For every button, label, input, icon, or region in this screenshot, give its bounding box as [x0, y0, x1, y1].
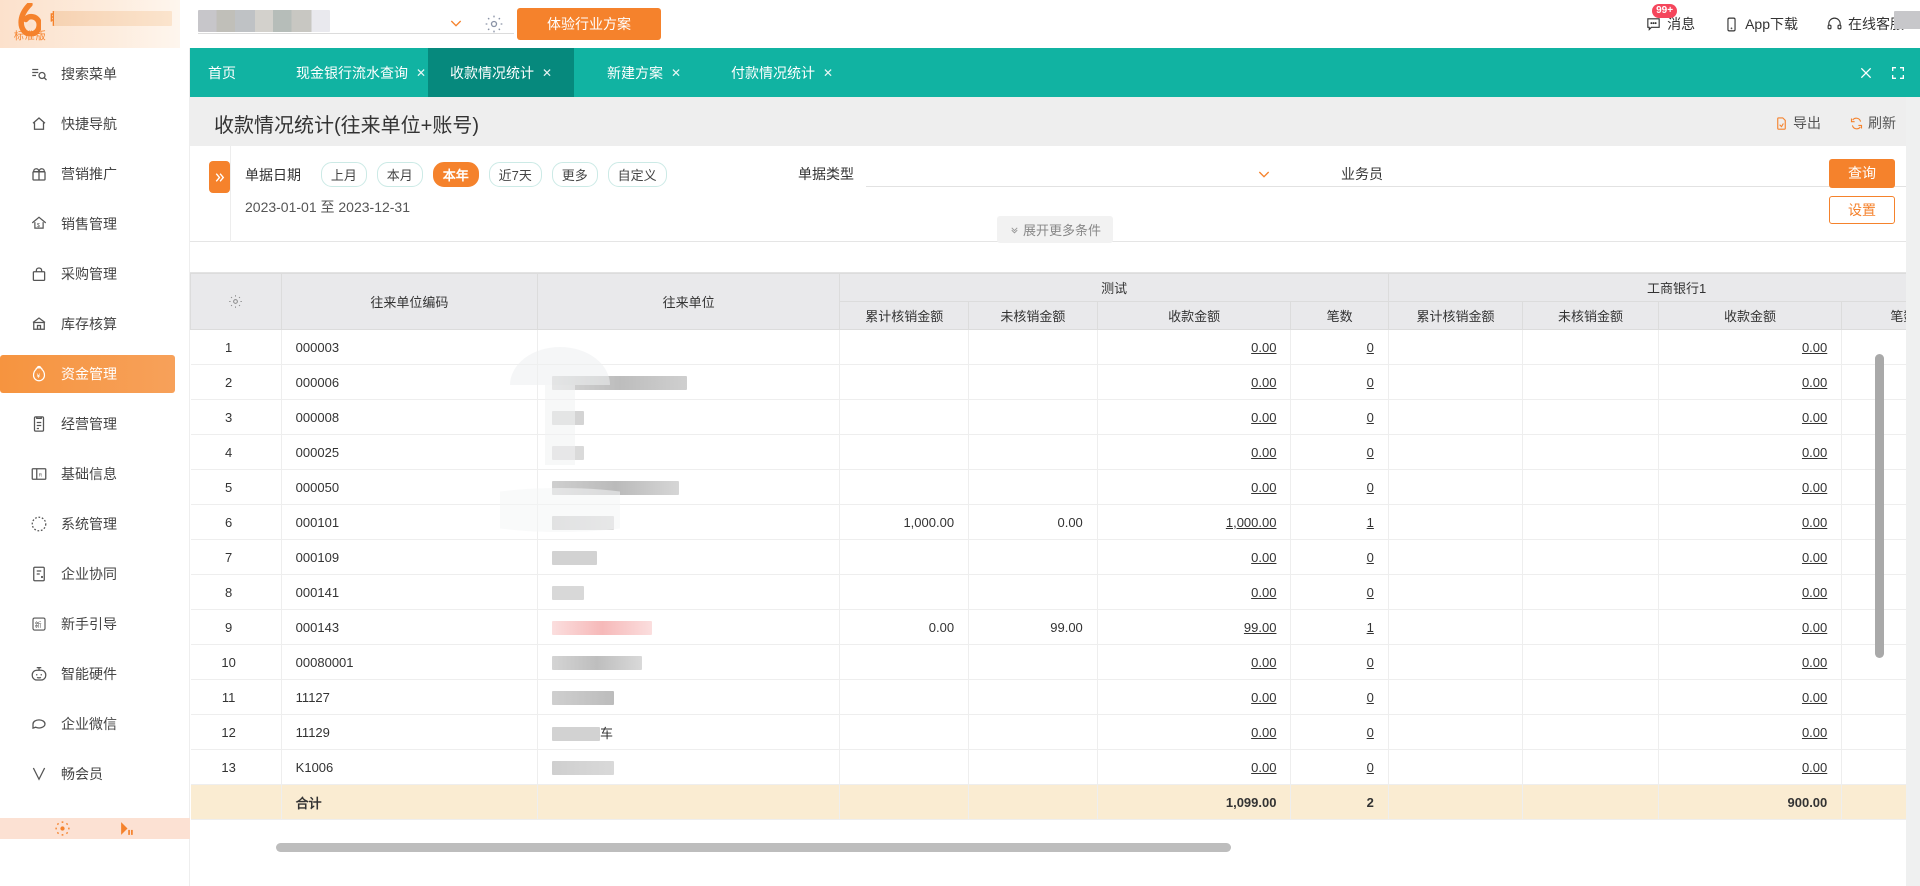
svg-text:新: 新	[35, 620, 42, 629]
svg-text:¥: ¥	[37, 374, 41, 380]
svg-text:R: R	[39, 472, 43, 478]
